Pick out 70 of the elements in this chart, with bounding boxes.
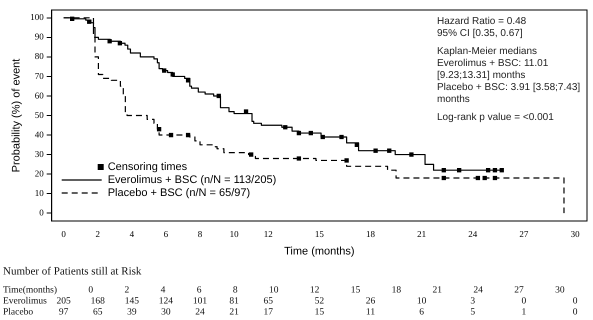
point — [456, 168, 462, 172]
x-tick-label: 2 — [95, 228, 100, 239]
y-tick-label: 10 — [34, 188, 44, 198]
x-tick-label: 15 — [314, 228, 324, 239]
annotation: Hazard Ratio = 0.48 — [437, 16, 528, 28]
y-tick-label: 30 — [34, 148, 44, 159]
annotation: Everolimus + BSC: 11.01 [9.23;13.31] months — [437, 58, 550, 82]
point — [216, 94, 221, 98]
legend-label: Everolimus + BSC (n/N = 113/205) — [108, 174, 276, 186]
x-tick-label: 8 — [198, 228, 203, 239]
point — [186, 132, 190, 138]
y-tick-label: 90 — [34, 32, 44, 42]
point — [409, 152, 414, 157]
y-tick-label: 50 — [34, 110, 44, 120]
point — [108, 39, 112, 44]
y-axis-title: Probability (%) of event — [10, 58, 23, 172]
x-tick-label: 18 — [366, 228, 376, 239]
y-tick-label: 80 — [34, 51, 44, 62]
point — [482, 176, 487, 180]
y-tick-label: 20 — [34, 168, 44, 178]
point — [500, 168, 504, 172]
text: Time(months) 0 2 4 6 8 10 12 15 18 21 24 27 30 — [3, 285, 565, 296]
point — [186, 78, 190, 82]
legend-label: Censoring times — [108, 161, 188, 174]
x-tick-label: 30 — [570, 228, 580, 239]
text: Placebo 97 65 39 30 24 21 17 15 11 6 5 1 0 — [3, 307, 578, 318]
x-tick-label: 24 — [468, 228, 478, 239]
text: Number of Patients still at Risk — [3, 265, 142, 278]
point — [492, 176, 498, 180]
point — [339, 134, 344, 140]
x-tick-label: 27 — [519, 228, 529, 239]
point — [373, 148, 378, 153]
x-tick-label: 21 — [417, 228, 426, 239]
point — [296, 156, 302, 161]
text: Everolimus 205 168 145 124 101 81 65 52 26 10 3 0 0 — [3, 296, 578, 306]
y-tick-label: 0 — [39, 208, 44, 218]
point — [492, 168, 498, 172]
point — [387, 148, 392, 153]
point — [162, 68, 166, 73]
y-tick-label: 60 — [34, 90, 44, 100]
point — [442, 176, 446, 180]
point — [320, 134, 325, 140]
point — [442, 168, 446, 172]
point — [87, 20, 92, 24]
x-tick-label: 0 — [61, 228, 66, 239]
point — [156, 127, 162, 132]
point — [168, 132, 174, 138]
point — [296, 130, 302, 136]
y-tick-label: 100 — [30, 12, 44, 22]
point — [308, 130, 313, 136]
x-tick-label: 6 — [164, 228, 169, 239]
point — [118, 41, 122, 46]
y-tick-label: 70 — [34, 70, 44, 81]
point — [249, 152, 254, 157]
annotation: Placebo + BSC: 3.91 [3.58;7.43] months — [437, 82, 582, 106]
legend-label: Placebo + BSC (n/N = 65/97) — [108, 187, 250, 200]
point — [170, 72, 175, 77]
point — [283, 125, 288, 130]
point — [344, 158, 349, 163]
x-tick-label: 10 — [230, 228, 240, 239]
point — [476, 176, 480, 180]
annotation: Log-rank p value = <0.001 — [437, 112, 555, 124]
x-axis-title: Time (months) — [284, 245, 355, 258]
point — [486, 168, 490, 172]
x-tick-label: 4 — [130, 228, 135, 239]
annotation: Kaplan-Meier medians — [437, 46, 538, 58]
annotation: 95% CI [0.35, 0.67] — [437, 28, 524, 40]
y-tick-label: 40 — [34, 129, 44, 140]
point — [70, 16, 74, 21]
x-tick-label: 12 — [264, 228, 273, 239]
